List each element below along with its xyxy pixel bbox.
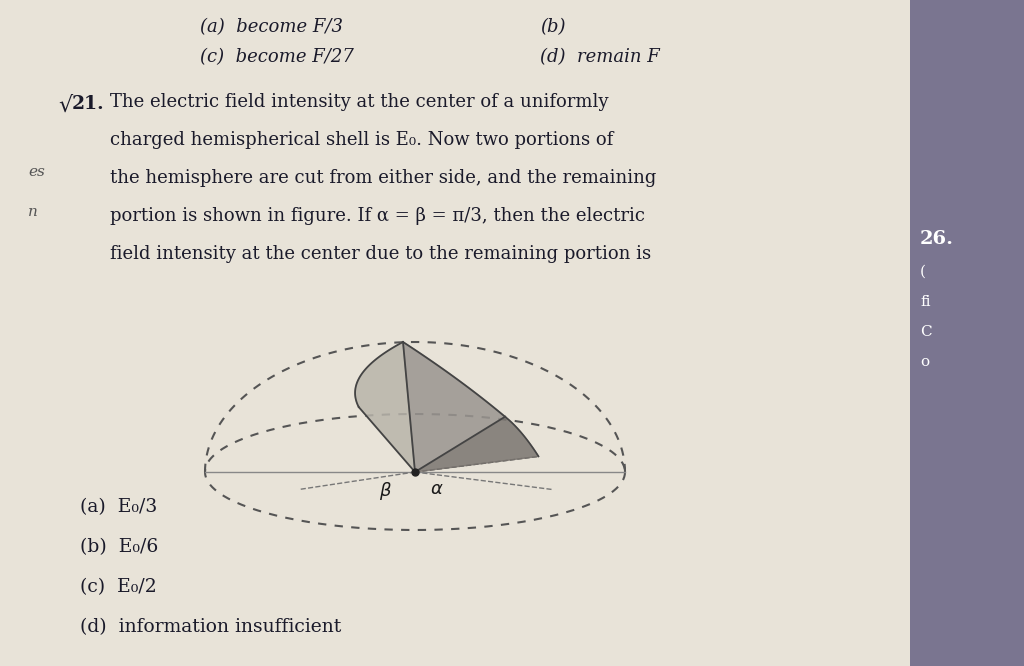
FancyBboxPatch shape	[0, 0, 910, 666]
Text: $\alpha$: $\alpha$	[430, 480, 443, 498]
Text: (d)  information insufficient: (d) information insufficient	[80, 618, 341, 636]
Text: √: √	[58, 95, 72, 117]
Text: (d)  remain F: (d) remain F	[540, 48, 659, 66]
Text: (b)  E₀/6: (b) E₀/6	[80, 538, 159, 556]
Text: charged hemispherical shell is E₀. Now two portions of: charged hemispherical shell is E₀. Now t…	[110, 131, 613, 149]
Text: portion is shown in figure. If α = β = π/3, then the electric: portion is shown in figure. If α = β = π…	[110, 207, 645, 225]
Text: n: n	[28, 205, 38, 219]
Text: (c)  become F/27: (c) become F/27	[200, 48, 354, 66]
Text: 21.: 21.	[72, 95, 104, 113]
Text: field intensity at the center due to the remaining portion is: field intensity at the center due to the…	[110, 245, 651, 263]
Text: 26.: 26.	[920, 230, 954, 248]
Text: o: o	[920, 355, 929, 369]
Text: (a)  become F/3: (a) become F/3	[200, 18, 343, 36]
Text: es: es	[28, 165, 45, 179]
Text: the hemisphere are cut from either side, and the remaining: the hemisphere are cut from either side,…	[110, 169, 656, 187]
Text: (b): (b)	[540, 18, 565, 36]
Text: The electric field intensity at the center of a uniformly: The electric field intensity at the cent…	[110, 93, 608, 111]
Text: (: (	[920, 265, 926, 279]
Polygon shape	[415, 417, 539, 472]
Text: (a)  E₀/3: (a) E₀/3	[80, 498, 158, 516]
FancyBboxPatch shape	[910, 0, 1024, 666]
Text: (c)  E₀/2: (c) E₀/2	[80, 578, 157, 596]
Text: $\beta$: $\beta$	[379, 480, 391, 502]
Polygon shape	[403, 342, 505, 472]
Text: C: C	[920, 325, 932, 339]
Polygon shape	[355, 342, 415, 472]
Text: fi: fi	[920, 295, 931, 309]
